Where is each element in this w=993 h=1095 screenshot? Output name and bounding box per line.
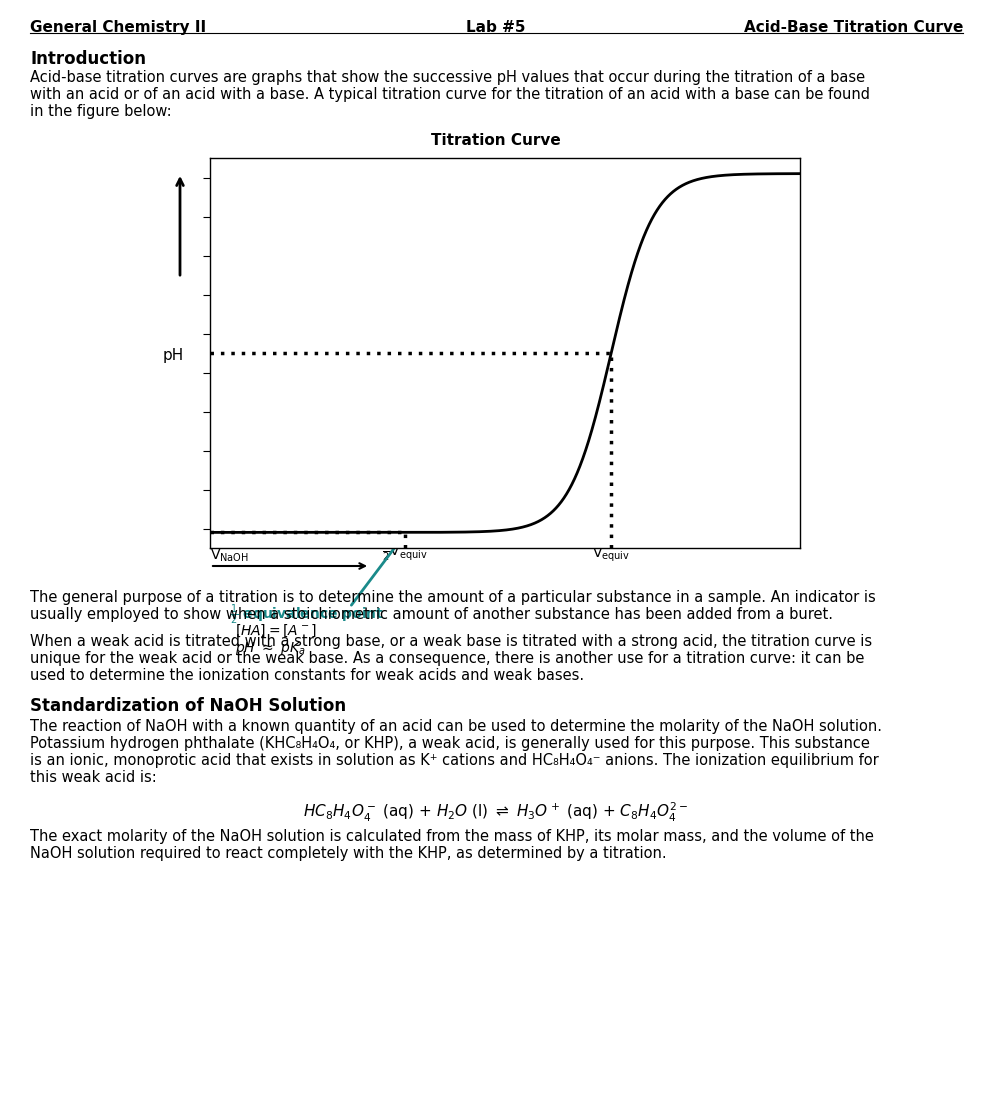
Text: $HC_8H_4O_4^-$ (aq) + $H_2O$ (l) $\rightleftharpoons$ $H_3O^+$ (aq) + $C_8H_4O_4: $HC_8H_4O_4^-$ (aq) + $H_2O$ (l) $\right… [304, 802, 688, 825]
Text: $mol_{\mathrm{H_{Apresent}}} = mol_{\mathrm{OH^{-}added}}$: $mol_{\mathrm{H_{Apresent}}} = mol_{\mat… [640, 238, 785, 256]
Text: General Chemistry II: General Chemistry II [30, 20, 207, 35]
Text: Standardization of NaOH Solution: Standardization of NaOH Solution [30, 698, 347, 715]
Text: The reaction of NaOH with a known quantity of an acid can be used to determine t: The reaction of NaOH with a known quanti… [30, 719, 882, 734]
Text: V$_{\mathrm{NaOH}}$: V$_{\mathrm{NaOH}}$ [210, 548, 249, 564]
Text: usually employed to show when a stoichiometric amount of another substance has b: usually employed to show when a stoichio… [30, 607, 833, 622]
Text: $[HA] = [A^-]$: $[HA] = [A^-]$ [235, 622, 317, 638]
Text: this weak acid is:: this weak acid is: [30, 770, 157, 785]
Text: used to determine the ionization constants for weak acids and weak bases.: used to determine the ionization constan… [30, 668, 584, 683]
Text: $\frac{1}{2}$ equivalence point: $\frac{1}{2}$ equivalence point [230, 602, 384, 626]
Text: is an ionic, monoprotic acid that exists in solution as K⁺ cations and HC₈H₄O₄⁻ : is an ionic, monoprotic acid that exists… [30, 753, 879, 768]
Text: Acid-base titration curves are graphs that show the successive pH values that oc: Acid-base titration curves are graphs th… [30, 70, 865, 85]
Text: equivalence point: equivalence point [655, 218, 795, 232]
Text: Acid-Base Titration Curve: Acid-Base Titration Curve [744, 20, 963, 35]
Text: Potassium hydrogen phthalate (KHC₈H₄O₄, or KHP), a weak acid, is generally used : Potassium hydrogen phthalate (KHC₈H₄O₄, … [30, 736, 870, 751]
Text: $pH\ \approx\ pK_a$: $pH\ \approx\ pK_a$ [235, 641, 306, 657]
Text: Lab #5: Lab #5 [467, 20, 525, 35]
Text: Introduction: Introduction [30, 50, 146, 68]
Text: The exact molarity of the NaOH solution is calculated from the mass of KHP, its : The exact molarity of the NaOH solution … [30, 829, 874, 844]
Text: Titration Curve: Titration Curve [431, 132, 561, 148]
Text: When a weak acid is titrated with a strong base, or a weak base is titrated with: When a weak acid is titrated with a stro… [30, 634, 872, 649]
Text: $\it{Buffer\ region\ :\ pH\ =\ pK_a\ +\ log}\dfrac{[A^-]}{[HA]}$: $\it{Buffer\ region\ :\ pH\ =\ pK_a\ +\ … [287, 380, 537, 410]
Text: with an acid or of an acid with a base. A typical titration curve for the titrat: with an acid or of an acid with a base. … [30, 87, 870, 102]
Text: $\frac{1}{2}$V$_{\mathrm{equiv}}$: $\frac{1}{2}$V$_{\mathrm{equiv}}$ [381, 540, 428, 564]
Text: The general purpose of a titration is to determine the amount of a particular su: The general purpose of a titration is to… [30, 590, 876, 606]
Text: NaOH solution required to react completely with the KHP, as determined by a titr: NaOH solution required to react complete… [30, 846, 666, 861]
Text: V$_{\mathrm{equiv}}$: V$_{\mathrm{equiv}}$ [592, 545, 631, 564]
Text: pH: pH [163, 348, 185, 364]
Text: in the figure below:: in the figure below: [30, 104, 172, 119]
Text: unique for the weak acid or the weak base. As a consequence, there is another us: unique for the weak acid or the weak bas… [30, 652, 864, 666]
